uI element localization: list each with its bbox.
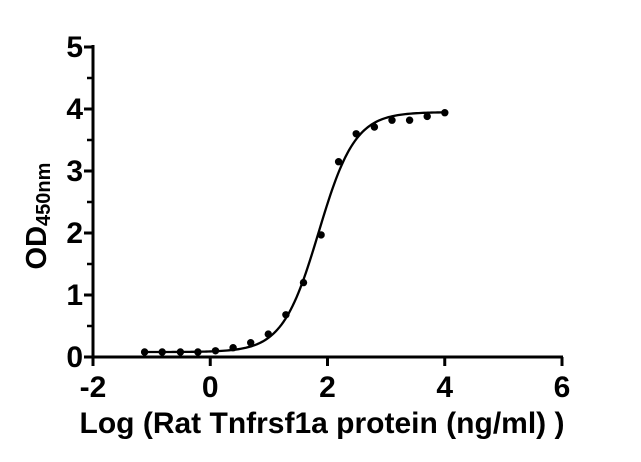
plot-axes xyxy=(84,45,564,366)
data-point xyxy=(247,339,255,347)
data-point xyxy=(370,123,379,131)
y-tick-label: 2 xyxy=(66,217,83,250)
data-point xyxy=(264,330,272,338)
data-point xyxy=(158,348,166,356)
y-tick-label: 0 xyxy=(66,341,83,374)
od-label-main: OD xyxy=(21,226,53,270)
y-tick-label: 5 xyxy=(66,31,83,64)
fit-curve xyxy=(144,111,445,354)
data-point xyxy=(317,231,325,239)
y-tick-label: 3 xyxy=(66,155,83,188)
x-tick-label: 6 xyxy=(554,371,571,404)
data-point xyxy=(176,348,185,356)
x-tick-label: -2 xyxy=(80,371,107,404)
data-point xyxy=(388,116,396,124)
x-axis-title: Log (Rat Tnfrsf1a protein (ng/ml) ) xyxy=(80,407,565,440)
data-point xyxy=(334,158,343,166)
data-point xyxy=(441,109,449,117)
data-points xyxy=(140,109,449,356)
data-point xyxy=(229,344,237,352)
x-tick-label: 2 xyxy=(319,371,336,404)
data-point xyxy=(352,130,360,138)
x-tick-label: 0 xyxy=(202,371,219,404)
x-tick-label: 4 xyxy=(436,371,453,404)
od-label-subscript: 450nm xyxy=(33,163,55,226)
data-point xyxy=(211,347,220,355)
data-point xyxy=(299,278,308,287)
data-point xyxy=(405,116,414,124)
y-tick-label: 4 xyxy=(66,93,83,126)
data-point xyxy=(282,311,290,319)
data-point xyxy=(140,348,149,356)
data-point xyxy=(423,112,431,121)
data-point xyxy=(194,348,202,356)
y-axis-title: OD450nm xyxy=(21,163,55,270)
y-tick-label: 1 xyxy=(66,279,83,312)
